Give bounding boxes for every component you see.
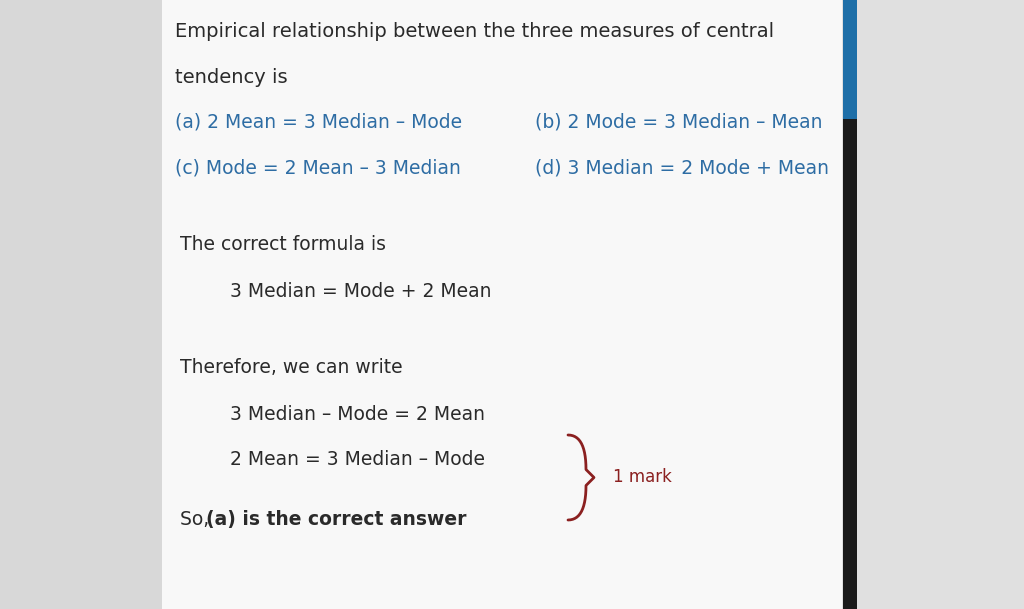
Text: (a) 2 Mean = 3 Median – Mode: (a) 2 Mean = 3 Median – Mode [175, 112, 462, 131]
Text: 2 Mean = 3 Median – Mode: 2 Mean = 3 Median – Mode [230, 450, 485, 469]
Bar [855, 0, 1024, 609]
Bar [0, 0, 162, 609]
Text: (b) 2 Mode = 3 Median – Mean: (b) 2 Mode = 3 Median – Mean [535, 112, 822, 131]
Text: (a) is the correct answer: (a) is the correct answer [206, 510, 467, 529]
Text: The correct formula is: The correct formula is [180, 235, 386, 254]
Text: 1 mark: 1 mark [613, 468, 672, 487]
Text: (d) 3 Median = 2 Mode + Mean: (d) 3 Median = 2 Mode + Mean [535, 158, 829, 177]
Text: tendency is: tendency is [175, 68, 288, 87]
Text: Therefore, we can write: Therefore, we can write [180, 358, 402, 377]
Bar [162, 0, 842, 609]
Text: So,: So, [180, 510, 215, 529]
Text: 3 Median = Mode + 2 Mean: 3 Median = Mode + 2 Mean [230, 282, 492, 301]
Text: Empirical relationship between the three measures of central: Empirical relationship between the three… [175, 22, 774, 41]
Bar [843, 0, 857, 609]
Text: 3 Median – Mode = 2 Mean: 3 Median – Mode = 2 Mean [230, 405, 485, 424]
Bar [843, 0, 857, 119]
Text: (c) Mode = 2 Mean – 3 Median: (c) Mode = 2 Mean – 3 Median [175, 158, 461, 177]
